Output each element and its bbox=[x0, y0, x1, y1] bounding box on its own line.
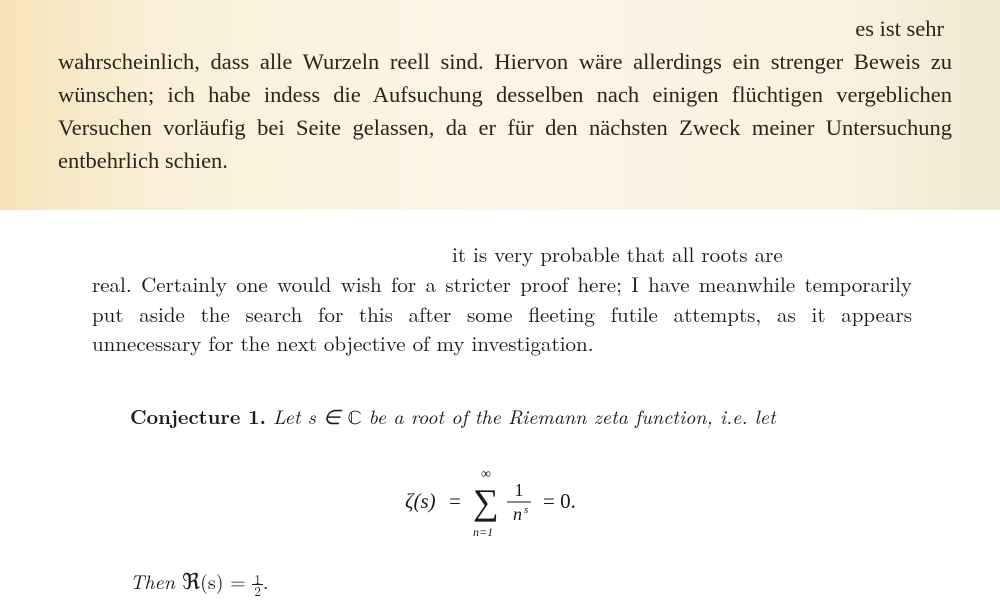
real-part-symbol: ℜ bbox=[182, 572, 200, 595]
german-body-text: wahrscheinlich, dass alle Wurzeln reell … bbox=[58, 45, 952, 177]
english-first-text: it is very probable that all roots are bbox=[452, 239, 783, 269]
conjecture-text-after: be a root of the Riemann zeta function, … bbox=[362, 401, 776, 430]
complex-set-symbol: ℂ bbox=[348, 409, 362, 429]
fraction-denominator-exp: s bbox=[524, 504, 528, 516]
sum-lower-bound: n=1 bbox=[473, 525, 493, 539]
sum-upper-bound: ∞ bbox=[481, 467, 491, 482]
conjecture-text-before: Let s ∈ bbox=[273, 401, 347, 430]
conclusion-period: . bbox=[263, 566, 269, 595]
formula-lhs: ζ(s) bbox=[405, 489, 436, 513]
one-half-fraction: 12 bbox=[252, 573, 263, 597]
sigma-symbol: ∑ bbox=[473, 482, 499, 522]
svg-text:=: = bbox=[449, 489, 461, 513]
formula-rhs: = 0. bbox=[543, 489, 576, 513]
english-translation-block: it is very probable that all roots are r… bbox=[0, 210, 1000, 359]
german-text-block: es ist sehr wahrscheinlich, dass alle Wu… bbox=[0, 0, 1000, 210]
fraction-numerator: 1 bbox=[515, 480, 524, 500]
english-body-text: real. Certainly one would wish for a str… bbox=[92, 270, 912, 359]
conclusion-then: Then bbox=[130, 566, 182, 595]
conjecture-conclusion: Then ℜ(s) = 12. bbox=[130, 566, 880, 600]
english-first-line: it is very probable that all roots are bbox=[92, 240, 912, 270]
german-first-fragment: es ist sehr bbox=[58, 12, 952, 45]
conclusion-mid: (s) = bbox=[200, 566, 252, 595]
conjecture-statement: Conjecture 1. Let s ∈ ℂ be a root of the… bbox=[130, 401, 880, 434]
conjecture-label: Conjecture 1. bbox=[130, 401, 266, 430]
fraction-denominator-base: n bbox=[513, 504, 522, 524]
zeta-formula: ζ(s) = ∑ n=1 ∞ 1 n s = 0. bbox=[130, 462, 880, 540]
conjecture-block: Conjecture 1. Let s ∈ ℂ be a root of the… bbox=[0, 359, 1000, 600]
half-denominator: 2 bbox=[252, 585, 263, 597]
